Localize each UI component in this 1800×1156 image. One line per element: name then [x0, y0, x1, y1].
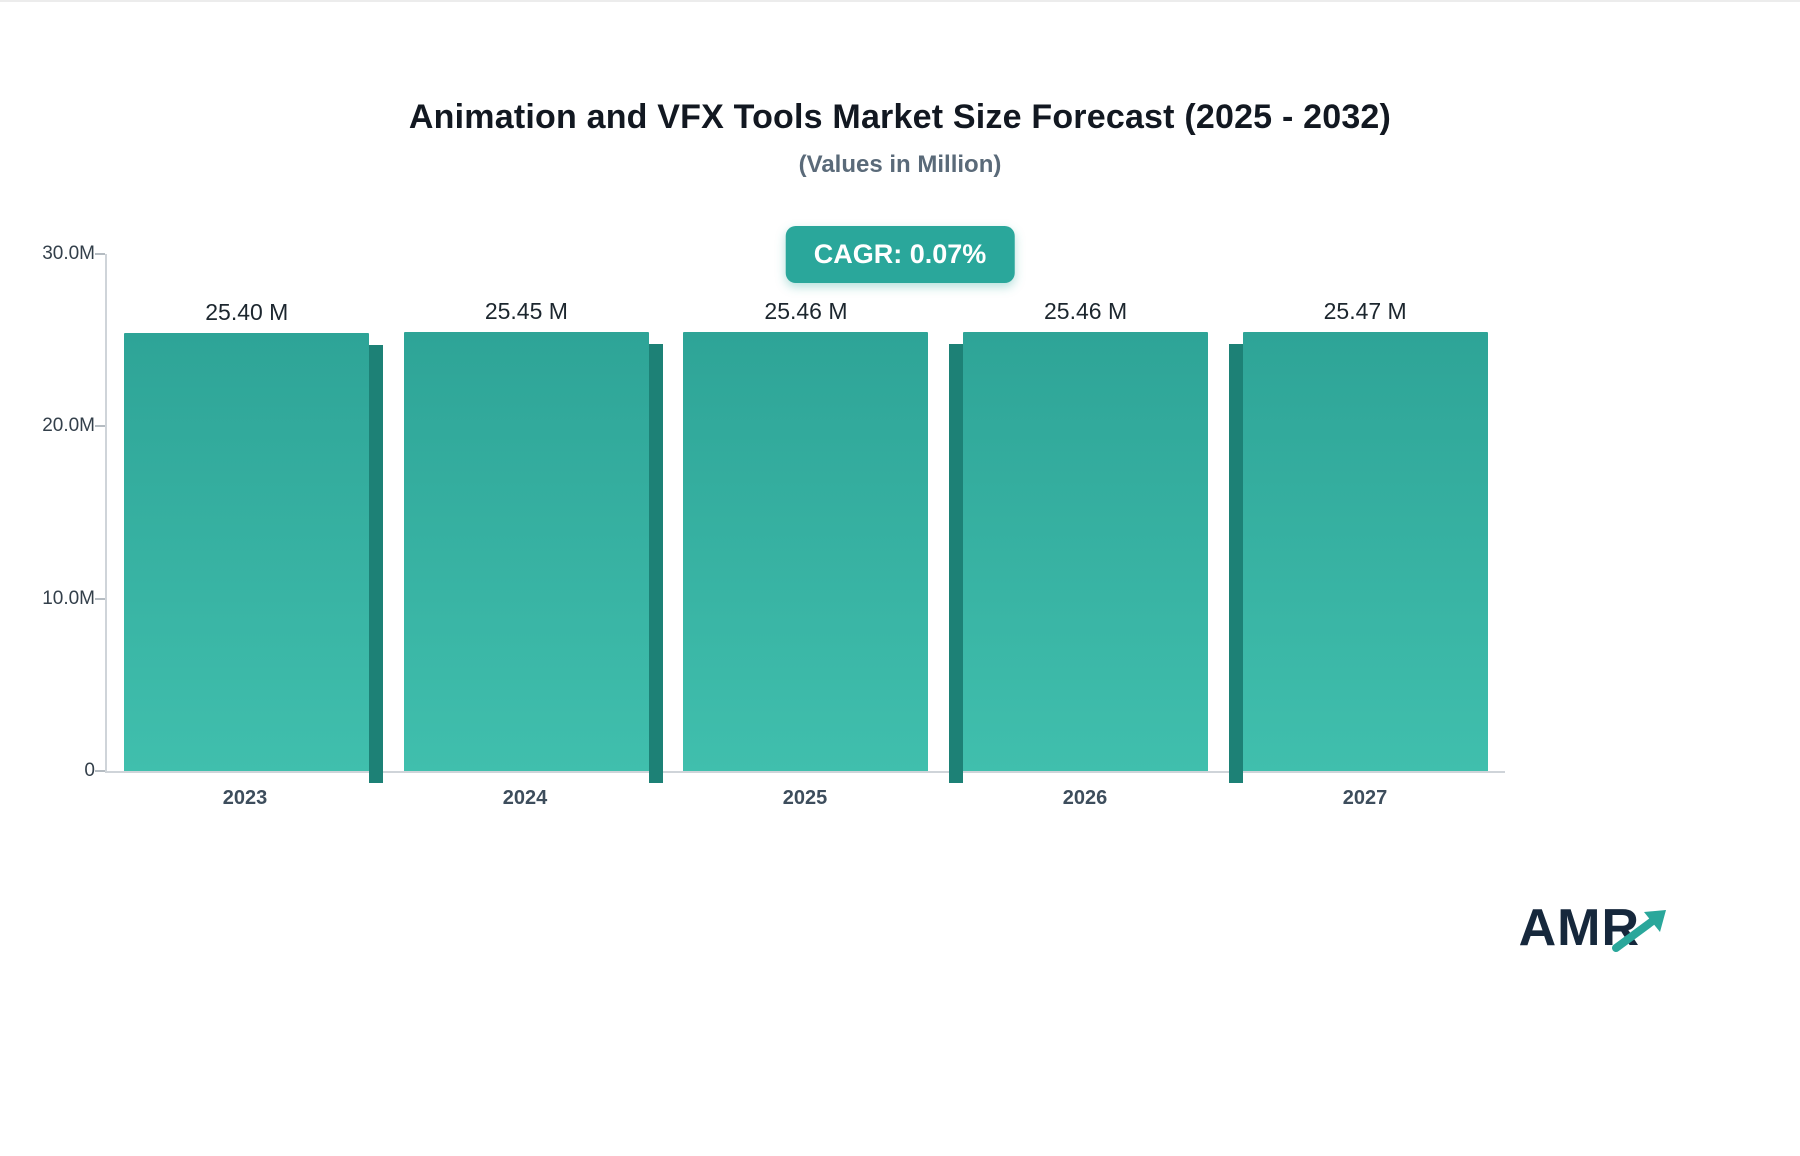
bar-value-label: 25.40 M	[205, 299, 289, 326]
x-axis-tick-label: 2024	[502, 787, 548, 809]
amr-logo-arrow-icon	[1612, 910, 1666, 952]
y-axis-tick-label: 10.0M	[42, 587, 95, 609]
x-axis-tick-label: 2025	[782, 787, 828, 809]
bar-column: 25.46 M	[666, 254, 946, 771]
bar-chart: 25.40 M 25.45 M 25.46 M 25.46 M 25.47 M 30.0…	[42, 243, 1505, 809]
bars: 25.40 M 25.45 M 25.46 M 25.46 M 25.47 M	[107, 254, 1505, 783]
x-axis-labels: 2023 2024 2025 2026 2027	[105, 787, 1505, 810]
bar-column: 25.45 M	[387, 254, 667, 783]
x-axis-tick-label: 2023	[222, 787, 268, 809]
y-axis-tick	[95, 253, 105, 255]
y-axis-tick-label: 0	[84, 760, 95, 781]
bar-column: 25.46 M	[946, 254, 1226, 783]
bar	[949, 332, 1209, 783]
y-axis-tick	[95, 597, 105, 600]
bar-column: 25.47 M	[1225, 254, 1505, 783]
bar-value-label: 25.46 M	[1044, 298, 1128, 325]
amr-logo: AMR	[1519, 898, 1672, 958]
y-axis-tick	[95, 770, 105, 772]
y-axis-tick-label: 20.0M	[42, 415, 95, 437]
bar-column: 25.40 M	[107, 254, 387, 783]
bar	[683, 332, 929, 771]
bar-value-label: 25.45 M	[484, 298, 568, 325]
bar	[124, 333, 384, 783]
chart-title: Animation and VFX Tools Market Size Fore…	[408, 98, 1392, 136]
y-axis-tick	[95, 425, 105, 428]
bar	[1228, 332, 1488, 783]
y-axis-tick-label: 30.0M	[42, 243, 95, 264]
x-axis-tick-label: 2027	[1342, 787, 1388, 809]
plot-area: 25.40 M 25.45 M 25.46 M 25.46 M 25.47 M 30.0…	[42, 243, 1505, 783]
x-axis-tick-label: 2026	[1062, 787, 1108, 809]
cagr-badge: CAGR: 0.07%	[785, 226, 1015, 283]
chart-subtitle: (Values in Million)	[798, 151, 1002, 178]
bar-value-label: 25.47 M	[1323, 298, 1407, 325]
bar-value-label: 25.46 M	[764, 298, 848, 325]
bar	[403, 332, 663, 783]
